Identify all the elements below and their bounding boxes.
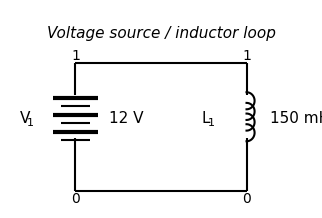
Text: 0: 0 xyxy=(71,192,80,206)
Text: 0: 0 xyxy=(242,192,251,206)
Text: 1: 1 xyxy=(208,118,215,128)
Text: 12 V: 12 V xyxy=(109,111,143,126)
Text: 1: 1 xyxy=(27,118,34,128)
Text: L: L xyxy=(201,111,210,126)
Text: 150 mH: 150 mH xyxy=(270,111,322,126)
Text: V: V xyxy=(20,111,31,126)
Text: 1: 1 xyxy=(242,49,251,63)
Text: Voltage source / inductor loop: Voltage source / inductor loop xyxy=(47,26,275,41)
Text: 1: 1 xyxy=(71,49,80,63)
